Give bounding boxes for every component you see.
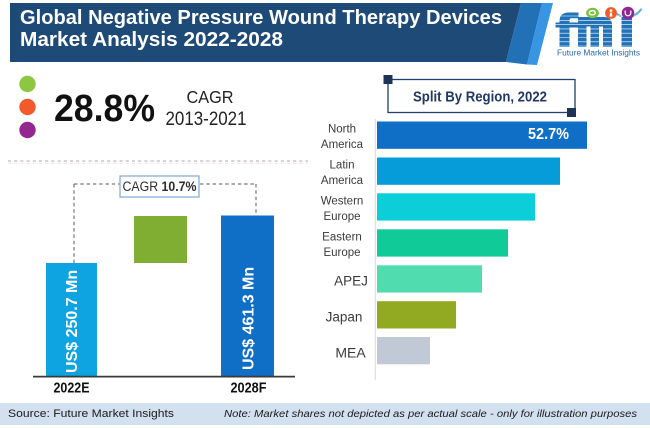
svg-text:US$ 461.3 Mn: US$ 461.3 Mn xyxy=(241,267,258,370)
svg-text:CAGR 10.7%: CAGR 10.7% xyxy=(123,179,197,194)
svg-text:America: America xyxy=(321,139,364,151)
svg-text:Future Market Insights: Future Market Insights xyxy=(557,49,640,58)
svg-text:Market Analysis 2022-2028: Market Analysis 2022-2028 xyxy=(20,29,283,51)
svg-text:28.8%: 28.8% xyxy=(54,88,155,130)
svg-text:MEA: MEA xyxy=(335,345,366,361)
svg-text:Note: Market shares not depict: Note: Market shares not depicted as per … xyxy=(224,408,638,420)
svg-text:America: America xyxy=(321,175,364,187)
svg-text:North: North xyxy=(328,124,356,136)
svg-text:Europe: Europe xyxy=(323,247,360,259)
svg-text:APEJ: APEJ xyxy=(334,274,368,289)
svg-text:Source: Future Market Insights: Source: Future Market Insights xyxy=(8,408,175,420)
svg-text:Eastern: Eastern xyxy=(322,232,362,244)
svg-text:Latin: Latin xyxy=(330,160,355,172)
svg-text:52.7%: 52.7% xyxy=(528,126,569,143)
svg-text:Split By Region, 2022: Split By Region, 2022 xyxy=(413,88,547,105)
svg-text:US$ 250.7 Mn: US$ 250.7 Mn xyxy=(64,270,81,373)
svg-text:2028F: 2028F xyxy=(231,380,267,397)
svg-text:Western: Western xyxy=(321,196,364,208)
svg-text:Global Negative Pressure Wound: Global Negative Pressure Wound Therapy D… xyxy=(20,7,502,29)
svg-text:2013-2021: 2013-2021 xyxy=(166,108,247,130)
svg-text:Japan: Japan xyxy=(326,310,363,325)
svg-text:2022E: 2022E xyxy=(54,380,90,397)
svg-text:Europe: Europe xyxy=(323,211,360,223)
svg-text:CAGR: CAGR xyxy=(187,87,234,107)
